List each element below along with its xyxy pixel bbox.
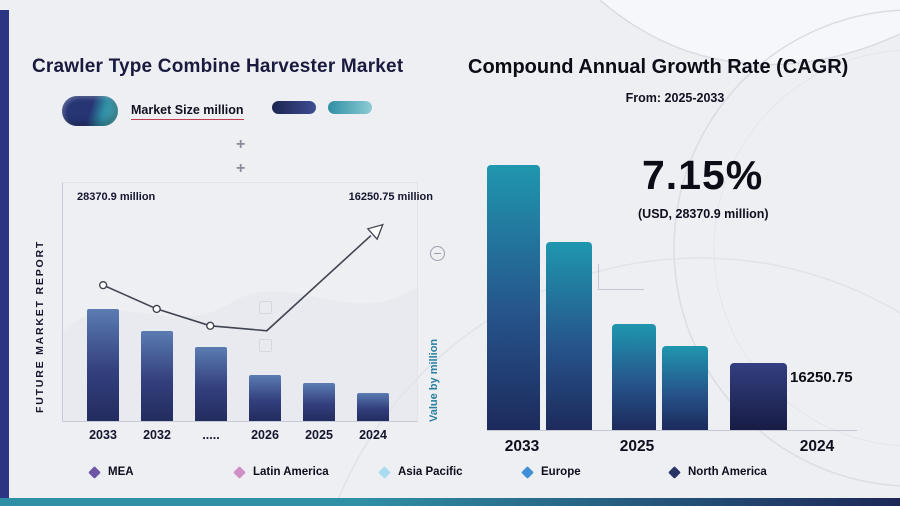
cagr-title: Compound Annual Growth Rate (CAGR)	[468, 56, 849, 78]
legend-label: North America	[688, 466, 767, 478]
left-axis-tick: .....	[202, 428, 220, 442]
left-chart-end-value: 16250.75 million	[348, 191, 433, 203]
market-size-legend: Market Size million	[62, 96, 244, 126]
trend-line-arrow	[98, 223, 384, 332]
right-chart-bar	[546, 242, 592, 430]
trend-arrowhead-icon	[366, 223, 384, 241]
teal-pill-icon	[328, 101, 372, 114]
legend-diamond-icon	[521, 465, 534, 479]
cagr-subtitle: From: 2025-2033	[625, 91, 725, 105]
right-circle-outline-large	[673, 9, 900, 487]
market-size-legend-label: Market Size million	[131, 103, 244, 120]
left-bar-group: 2032	[141, 331, 173, 442]
left-chart-bar	[141, 331, 173, 421]
plus-decor-icon: +	[236, 136, 246, 153]
left-bar-chart: 28370.9 million 16250.75 million 2033 203…	[62, 182, 433, 442]
left-chart-bar	[195, 347, 227, 421]
right-chart-bar	[730, 363, 787, 430]
right-axis-tick: 2033	[504, 438, 540, 455]
legend-item-north-america: North America	[668, 465, 767, 479]
legend-item-asia-pacific: Asia Pacific	[378, 465, 463, 479]
left-accent-strip	[0, 10, 9, 498]
right-axis-tick: 2025	[619, 438, 655, 455]
future-market-report-watermark: FUTURE MARKET REPORT	[34, 239, 46, 413]
top-right-curve-line	[599, 0, 900, 66]
legend-label: Europe	[541, 466, 581, 478]
left-axis-tick: 2025	[305, 428, 333, 442]
legend-item-europe: Europe	[521, 465, 581, 479]
left-chart-start-value: 28370.9 million	[77, 191, 156, 203]
pill-capsule-icon	[62, 96, 118, 126]
bottom-accent-strip	[0, 498, 900, 506]
legend-label: MEA	[108, 466, 134, 478]
legend-diamond-icon	[378, 465, 391, 479]
legend-diamond-icon	[88, 465, 101, 479]
left-chart-bar	[87, 309, 119, 421]
navy-pill-icon	[272, 101, 316, 114]
decor-pill-pair	[272, 101, 372, 114]
legend-item-mea: MEA	[88, 465, 134, 479]
left-axis-tick: 2026	[251, 428, 279, 442]
top-right-curve-shape	[600, 0, 900, 65]
right-axis-tick: 2024	[799, 438, 835, 455]
legend-diamond-icon	[668, 465, 681, 479]
right-chart-bar	[612, 324, 656, 430]
left-bar-group: 2026	[249, 375, 281, 442]
value-axis-label: Value by million	[428, 338, 440, 422]
right-chart-end-value: 16250.75	[790, 369, 853, 386]
left-chart-bars: 2033 2032..... 2026 2025 2024	[63, 183, 417, 442]
left-chart-bar	[303, 383, 335, 421]
right-chart-bar	[487, 165, 540, 430]
trend-marker-icon	[152, 304, 161, 314]
right-chart-bar	[662, 346, 708, 430]
cagr-detail: (USD, 28370.9 million)	[638, 207, 769, 221]
ghost-square-icon	[259, 301, 272, 314]
legend-item-latin-america: Latin America	[233, 465, 329, 479]
trend-marker-icon	[206, 321, 215, 330]
left-chart-title: Crawler Type Combine Harvester Market	[32, 56, 404, 77]
left-chart-bar	[249, 375, 281, 421]
left-axis-tick: 2033	[89, 428, 117, 442]
left-bar-group: 2025	[303, 383, 335, 442]
step-line-decor	[598, 264, 644, 290]
left-chart-bar	[357, 393, 389, 421]
right-chart-bars: 2033 2025 2024	[487, 163, 857, 455]
left-bar-group: 2033	[87, 309, 119, 442]
circle-minus-icon	[430, 246, 445, 261]
legend-diamond-icon	[233, 465, 246, 479]
left-bar-group: .....	[195, 347, 227, 442]
legend-label: Asia Pacific	[398, 466, 463, 478]
trend-marker-icon	[98, 280, 108, 290]
right-circle-outline-small	[713, 49, 900, 447]
trend-line	[102, 234, 372, 332]
plus-decor-icon: +	[236, 160, 246, 177]
left-bar-group: 2024	[357, 393, 389, 442]
left-axis-tick: 2024	[359, 428, 387, 442]
left-axis-tick: 2032	[143, 428, 171, 442]
bottom-arc-outline	[334, 257, 900, 506]
cagr-value: 7.15%	[642, 152, 764, 198]
bottom-legend: MEA Latin America Asia Pacific Europe North …	[0, 462, 900, 492]
ghost-square-icon	[259, 339, 272, 352]
legend-label: Latin America	[253, 466, 329, 478]
